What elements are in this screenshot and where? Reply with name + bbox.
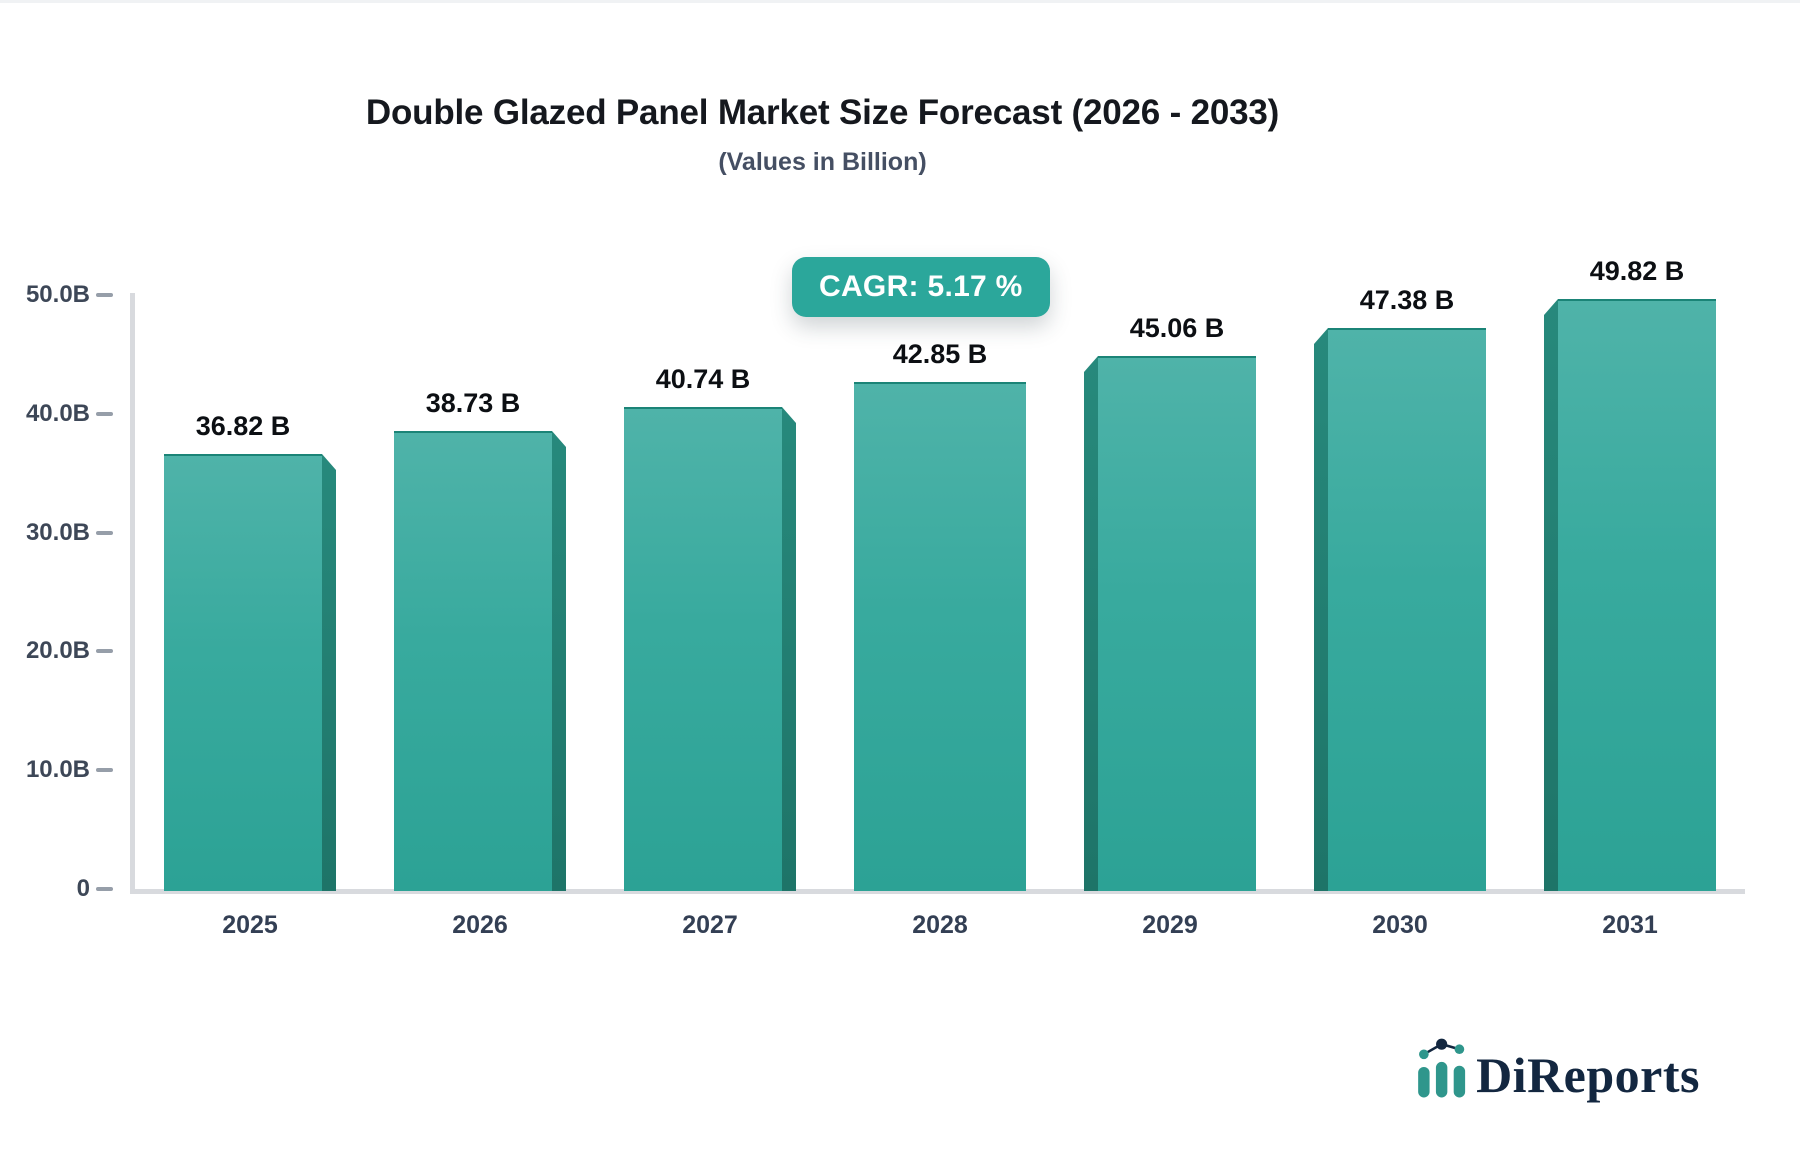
bar-side-shadow xyxy=(552,431,566,891)
bar-value-label: 38.73 B xyxy=(425,388,521,418)
bar-value-label: 36.82 B xyxy=(195,411,291,441)
y-axis-tick-mark xyxy=(96,768,113,773)
bar-side-shadow xyxy=(322,454,336,891)
bar-side-shadow xyxy=(782,407,796,891)
direports-logo-text: DiReports xyxy=(1476,1047,1700,1103)
cagr-badge: CAGR: 5.17 % xyxy=(792,257,1050,317)
y-axis-tick-label: 50.0B xyxy=(25,281,90,308)
bar-face xyxy=(854,382,1026,891)
y-axis-tick-mark xyxy=(96,649,113,654)
y-axis-tick-label: 40.0B xyxy=(25,399,90,427)
y-axis-tick-label: 0 xyxy=(76,875,90,902)
y-axis-line xyxy=(130,293,135,893)
bar-side-shadow xyxy=(1544,299,1558,891)
bar-face xyxy=(164,454,322,891)
x-axis-label: 2027 xyxy=(682,911,738,939)
bar-group-2025: 36.82 B 2025 xyxy=(164,411,336,939)
y-axis-tick-label: 20.0B xyxy=(25,637,90,665)
bar-face xyxy=(394,431,552,891)
bar-group-2030: 47.38 B 2030 xyxy=(1314,285,1486,939)
bar-face xyxy=(1328,328,1486,891)
bar-face xyxy=(624,407,782,891)
bar-group-2026: 38.73 B 2026 xyxy=(394,388,566,939)
direports-logo: DiReports xyxy=(1410,1034,1700,1100)
bar-side-shadow xyxy=(1314,328,1328,891)
bar-value-label: 47.38 B xyxy=(1359,285,1455,315)
plot-area: 50.0B 40.0B 30.0B 20.0B 10.0B 0 36.82 B 2025 38.… xyxy=(0,3,1800,1156)
x-axis-label: 2029 xyxy=(1142,911,1198,939)
y-axis-tick-label: 30.0B xyxy=(25,518,90,546)
y-axis-tick-mark xyxy=(96,530,113,535)
y-axis-tick-mark xyxy=(96,411,113,416)
y-axis-tick-mark xyxy=(96,293,113,297)
direports-logo-icon xyxy=(1418,1038,1466,1098)
y-axis-tick-mark xyxy=(96,887,113,891)
bar-group-2031: 49.82 B 2031 xyxy=(1544,256,1716,939)
bar-value-label: 45.06 B xyxy=(1129,313,1225,343)
bar-face xyxy=(1098,356,1256,891)
x-axis-label: 2025 xyxy=(222,911,278,939)
bar-value-label: 40.74 B xyxy=(655,364,751,394)
bar-side-shadow xyxy=(1084,356,1098,891)
x-axis-label: 2030 xyxy=(1372,911,1428,939)
chart-header: Double Glazed Panel Market Size Forecast… xyxy=(0,93,1645,177)
bar-group-2027: 40.74 B 2027 xyxy=(624,364,796,939)
x-axis-label: 2028 xyxy=(912,911,968,939)
bar-value-label: 49.82 B xyxy=(1589,256,1685,286)
y-axis-tick-label: 10.0B xyxy=(25,756,90,784)
chart-subtitle: (Values in Billion) xyxy=(718,148,927,176)
x-axis-line xyxy=(130,889,1745,894)
x-axis-label: 2026 xyxy=(452,911,508,939)
x-axis-label: 2031 xyxy=(1602,911,1658,939)
bar-value-label: 42.85 B xyxy=(892,339,988,369)
chart-title: Double Glazed Panel Market Size Forecast… xyxy=(365,93,1280,132)
bar-group-2028: 42.85 B 2028 xyxy=(854,339,1026,939)
bar-face xyxy=(1558,299,1716,891)
bar-group-2029: 45.06 B 2029 xyxy=(1084,313,1256,939)
